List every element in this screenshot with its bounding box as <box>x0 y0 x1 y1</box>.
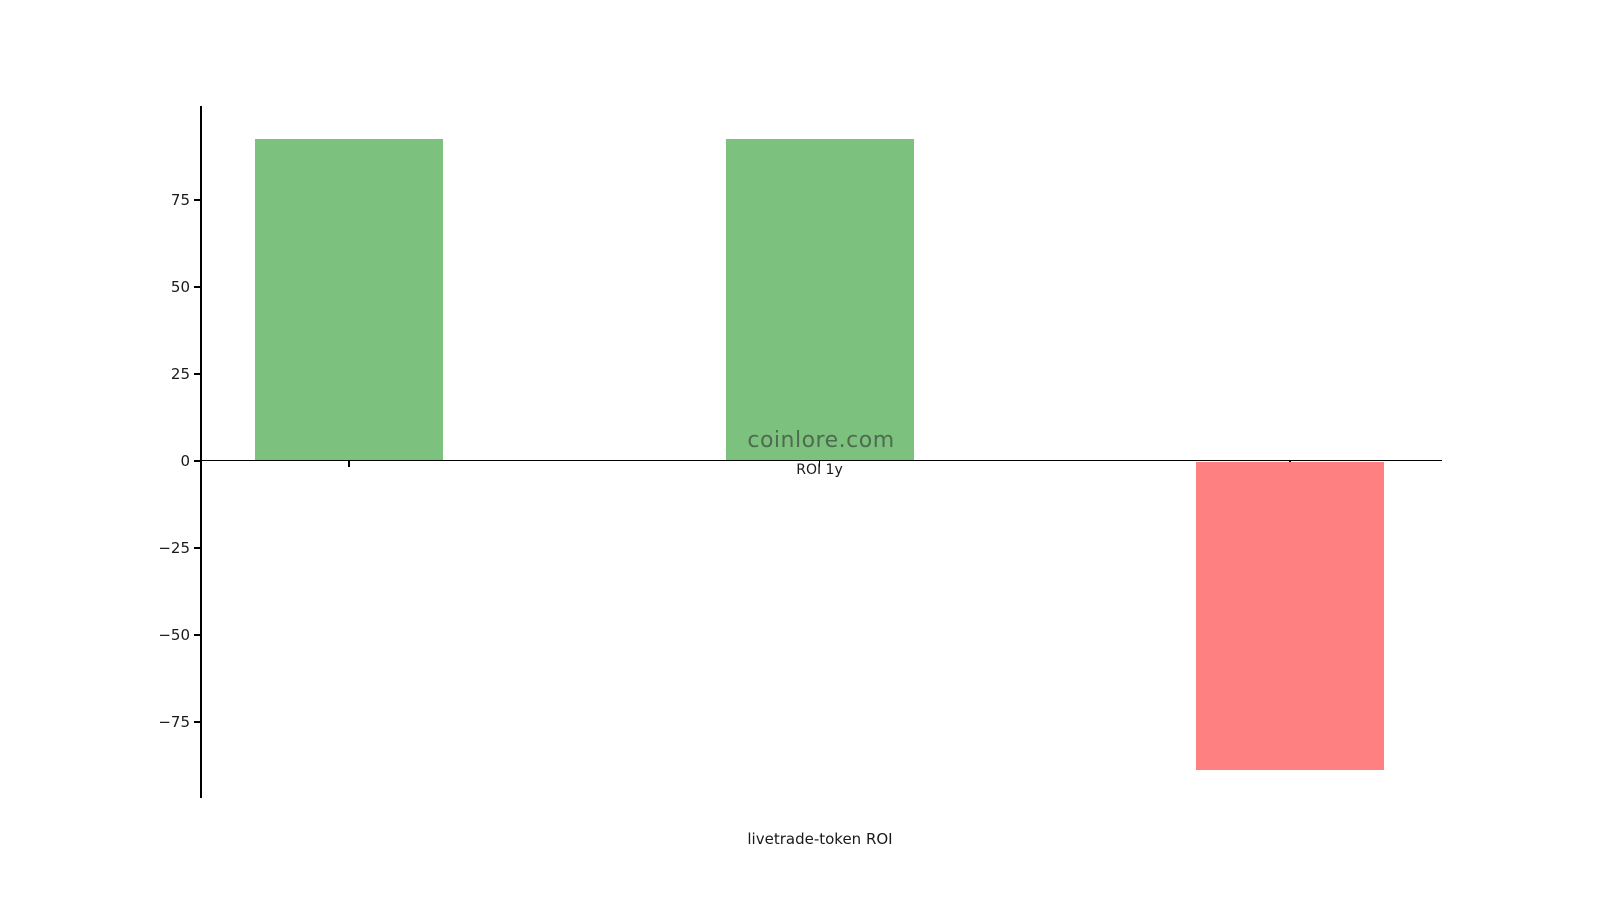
bar-series-2 <box>1196 462 1384 770</box>
y-axis-spine <box>200 106 202 798</box>
y-tick-mark <box>194 199 201 201</box>
y-tick-mark <box>194 373 201 375</box>
chart-title: livetrade-token ROI <box>747 830 893 848</box>
x-tick-mark <box>818 461 821 467</box>
x-tick-mark <box>348 461 350 467</box>
y-tick-label: 25 <box>170 364 190 383</box>
bar-series-0 <box>255 139 443 461</box>
y-tick-mark <box>194 721 201 723</box>
y-tick-mark <box>194 634 201 636</box>
y-tick-label: −50 <box>158 625 190 644</box>
y-tick-label: 50 <box>170 277 190 296</box>
x-axis-zero-line <box>200 460 1442 462</box>
y-tick-label: −75 <box>158 712 190 731</box>
watermark-text: coinlore.com <box>747 428 895 453</box>
y-tick-mark <box>194 460 201 462</box>
y-tick-label: 0 <box>180 451 190 470</box>
y-tick-label: 75 <box>170 190 190 209</box>
y-tick-mark <box>194 547 201 549</box>
y-tick-label: −25 <box>158 538 190 557</box>
x-tick-label: ROI 1y <box>796 462 843 478</box>
bar-roi-1y <box>725 139 914 461</box>
y-tick-mark <box>194 286 201 288</box>
